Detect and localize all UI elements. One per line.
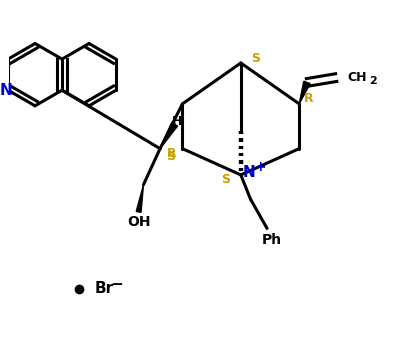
Text: S: S [166,150,175,163]
Text: Br: Br [95,281,114,296]
Text: S: S [251,51,260,64]
Polygon shape [299,81,310,104]
Text: R: R [304,93,314,106]
Text: R: R [167,147,177,160]
Text: OH: OH [127,215,150,229]
Text: +: + [254,160,266,174]
Text: N: N [242,165,255,180]
Polygon shape [136,185,143,212]
Text: 2: 2 [369,76,377,86]
Text: S: S [221,173,230,186]
Text: CH: CH [348,71,367,84]
Text: −: − [111,277,123,292]
Text: Ph: Ph [262,233,282,247]
Polygon shape [160,122,178,149]
Text: H: H [172,115,183,128]
Text: N: N [0,83,13,98]
